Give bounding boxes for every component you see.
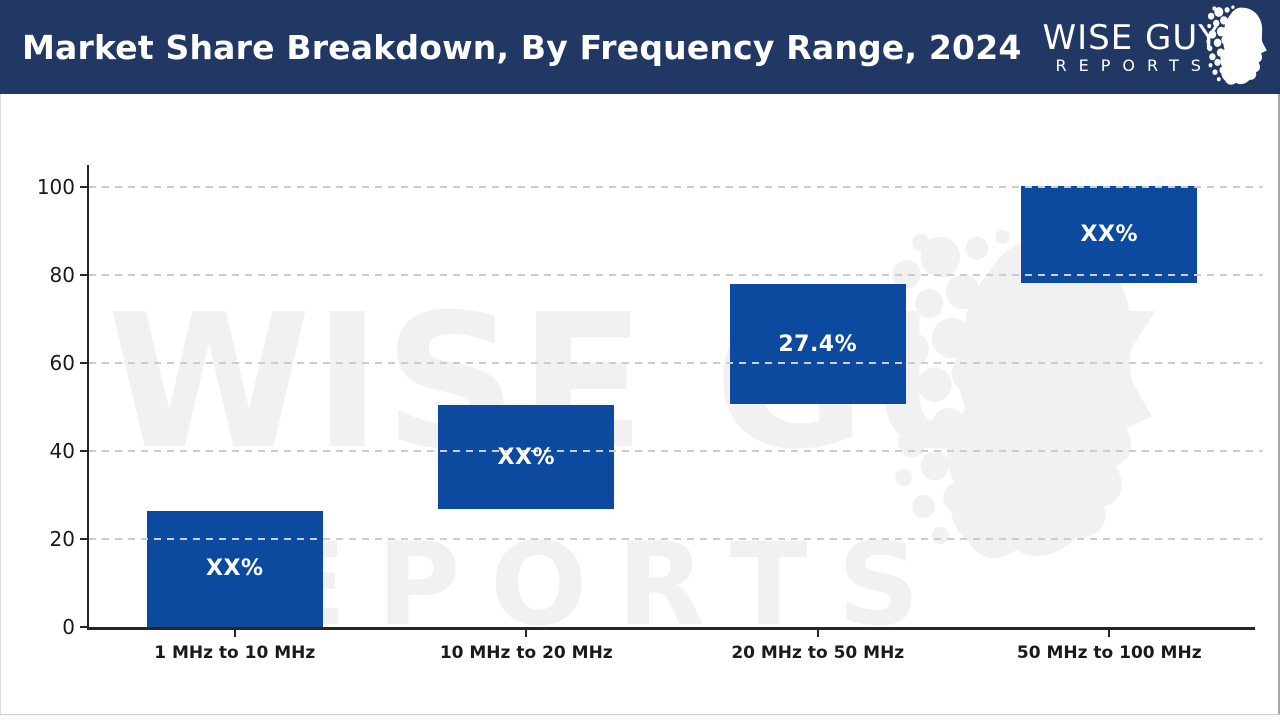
- bar-value-label: XX%: [497, 444, 555, 470]
- y-tick-mark: [80, 450, 87, 452]
- bottom-border: [0, 714, 1280, 720]
- logo-subtitle: REPORTS: [1055, 55, 1213, 75]
- bar-value-label: XX%: [1080, 222, 1138, 247]
- y-axis-line: [87, 165, 89, 630]
- y-tick-mark: [80, 274, 87, 276]
- x-axis-line: [87, 627, 1255, 630]
- bar-value-label: XX%: [206, 556, 264, 582]
- bar: XX%: [146, 510, 323, 627]
- gridline: [89, 450, 1263, 452]
- x-tick-mark: [233, 630, 236, 637]
- x-tick-mark: [816, 630, 819, 637]
- y-tick-label: 20: [49, 527, 75, 551]
- bar-value-label: 27.4%: [778, 331, 858, 357]
- y-tick-mark: [80, 626, 87, 628]
- brand-logo: WISE GUY REPORTS: [1042, 0, 1270, 94]
- y-tick-mark: [80, 538, 87, 540]
- gridline: [89, 274, 1263, 276]
- gridline: [89, 186, 1263, 188]
- logo-text: WISE GUY REPORTS: [1042, 21, 1220, 74]
- x-tick-label: 20 MHz to 50 MHz: [731, 643, 905, 663]
- y-tick-label: 100: [36, 175, 75, 199]
- x-tick-label: 50 MHz to 100 MHz: [1016, 643, 1202, 663]
- y-tick-mark: [80, 362, 87, 364]
- header: Market Share Breakdown, By Frequency Ran…: [0, 0, 1280, 94]
- y-tick-mark: [80, 186, 87, 188]
- y-tick-label: 60: [49, 351, 75, 375]
- x-tick-label: 10 MHz to 20 MHz: [439, 643, 613, 663]
- y-tick-label: 0: [62, 615, 75, 639]
- bar: XX%: [438, 405, 615, 510]
- gridline: [89, 362, 1263, 364]
- gridline: [89, 538, 1263, 540]
- page-title: Market Share Breakdown, By Frequency Ran…: [22, 27, 1022, 67]
- bar: 27.4%: [729, 283, 906, 405]
- y-tick-label: 40: [49, 439, 75, 463]
- y-tick-label: 80: [49, 263, 75, 287]
- bar: XX%: [1021, 186, 1198, 283]
- x-tick-label: 1 MHz to 10 MHz: [154, 643, 316, 663]
- x-tick-mark: [1108, 630, 1111, 637]
- plot: 0 20 40 60 80 100 XX% 1 MHz to 10 MHz XX% 10 MHz …: [1, 94, 1278, 715]
- chart-area: WISE GUY REPORTS 0 20 40 60 80 100 XX% 1 MHz to…: [0, 94, 1280, 715]
- logo-wordmark: WISE GUY: [1042, 17, 1220, 58]
- x-tick-mark: [525, 630, 528, 637]
